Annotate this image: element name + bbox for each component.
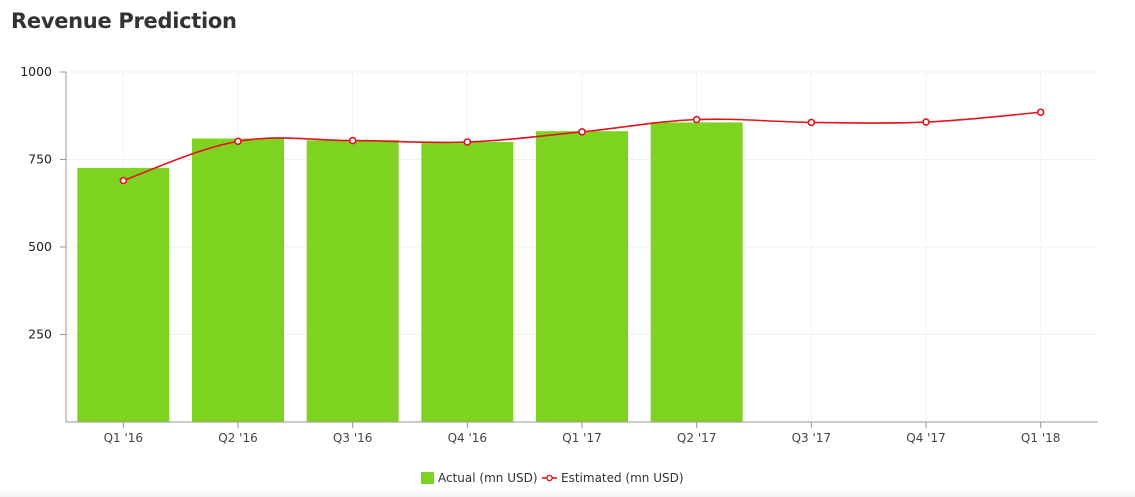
y-tick-label: 750 — [28, 152, 52, 167]
legend-label-actual: Actual (mn USD) — [438, 471, 538, 485]
x-tick-label: Q1 '17 — [562, 431, 601, 445]
bar-actual-3[interactable] — [421, 142, 514, 422]
x-tick-label: Q3 '17 — [792, 431, 831, 445]
bar-actual-1[interactable] — [192, 138, 284, 423]
y-tick-label: 250 — [28, 327, 52, 342]
y-tick-label: 500 — [28, 239, 52, 254]
x-axis: Q1 '16 Q2 '16 Q3 '16 Q4 '16 Q1 '17 Q2 '17 Q3 '… — [66, 421, 1098, 445]
bar-actual-4[interactable] — [536, 131, 628, 422]
bar-actual-5[interactable] — [650, 122, 743, 423]
estimated-point-7[interactable] — [922, 118, 930, 126]
x-tick-label: Q1 '18 — [1021, 431, 1060, 445]
estimated-point-6[interactable] — [807, 118, 816, 127]
estimated-point-4[interactable] — [578, 128, 586, 136]
bar-actual-2[interactable] — [306, 140, 399, 422]
x-tick-label: Q4 '16 — [448, 431, 487, 445]
estimated-point-5[interactable] — [692, 115, 701, 124]
x-tick-label: Q2 '17 — [677, 431, 716, 445]
x-tick-label: Q3 '16 — [333, 431, 372, 445]
estimated-point-8[interactable] — [1036, 108, 1045, 117]
estimated-point-1[interactable] — [234, 137, 242, 146]
legend-label-estimated: Estimated (mn USD) — [561, 471, 684, 485]
estimated-line-series — [119, 108, 1045, 185]
bars — [77, 122, 743, 423]
estimated-point-2[interactable] — [348, 136, 357, 145]
legend-swatch-marker — [546, 474, 553, 482]
estimated-point-0[interactable] — [119, 176, 128, 185]
page-title: Revenue Prediction — [11, 9, 237, 33]
x-tick-label: Q4 '17 — [906, 431, 945, 445]
x-tick-label: Q1 '16 — [104, 431, 143, 445]
estimated-point-3[interactable] — [463, 138, 472, 146]
legend[interactable]: Actual (mn USD) Estimated (mn USD) — [421, 471, 684, 485]
legend-item-estimated[interactable]: Estimated (mn USD) — [542, 471, 684, 485]
x-tick-label: Q2 '16 — [218, 431, 257, 445]
bar-actual-0[interactable] — [77, 167, 170, 422]
y-tick-label: 1000 — [20, 64, 52, 79]
y-axis: 250 500 750 1000 — [20, 64, 67, 422]
footer-shade — [0, 489, 1135, 497]
legend-item-actual[interactable]: Actual (mn USD) — [421, 471, 538, 485]
legend-swatch-bar — [421, 472, 434, 484]
